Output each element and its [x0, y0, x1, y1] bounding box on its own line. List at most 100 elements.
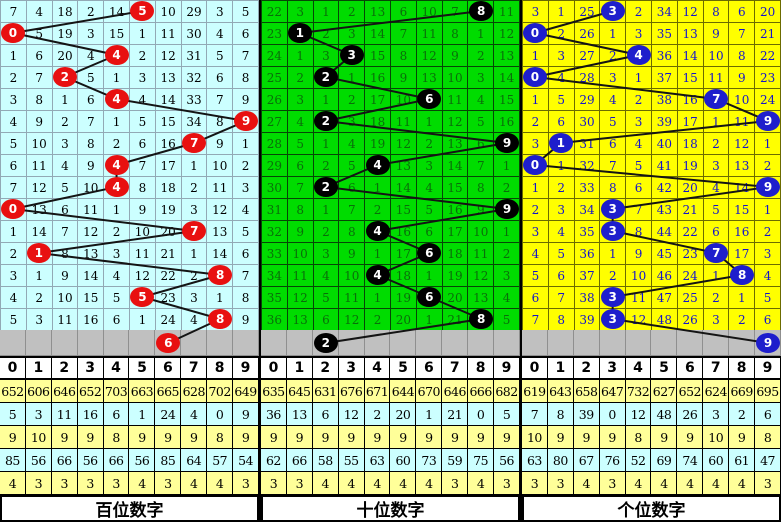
grid-cell: 8 [339, 221, 366, 243]
stats-cell: 624 [703, 380, 730, 403]
grid-cell: 3 [523, 1, 549, 23]
grid-cell: 12 [442, 111, 469, 133]
grid-cell: 2 [233, 155, 259, 177]
stats-cell: 74 [677, 449, 704, 472]
grid-cell: 38 [651, 89, 678, 111]
stats-table-tens: 635 645 631 676 671 644 670 646 666 682 36 13 6 12 2 20… [261, 380, 520, 495]
grid-cell: 9 [468, 199, 495, 221]
miss-count-grid: 22 3 1 2 13 6 10 7 11 23 2 3 14 7 11 8 1 12 24 1 3 15 8 12 9 2 13 2… [261, 0, 520, 331]
grid-cell: 10 [703, 45, 730, 67]
panel-tens: 22 3 1 2 13 6 10 7 11 23 2 3 14 7 11 8 1 12 24 1 3 15 8 12 9 2 13 2… [261, 0, 520, 522]
grid-cell: 6 [26, 45, 53, 67]
header-cell: 6 [416, 358, 443, 378]
stats-cell: 6 [312, 403, 339, 426]
grid-cell: 2 [468, 45, 495, 67]
grid-cell: 6 [600, 133, 627, 155]
gray-cell [522, 330, 548, 356]
grid-cell: 1 [548, 1, 575, 23]
grid-cell: 3 [548, 45, 575, 67]
grid-cell: 1 [181, 155, 208, 177]
grid-cell: 8 [207, 111, 234, 133]
stats-cell: 3 [25, 472, 52, 495]
gray-cell [494, 330, 520, 356]
stats-cell: 9 [442, 426, 469, 449]
gray-cell [181, 330, 208, 356]
grid-cell: 11 [494, 1, 520, 23]
stats-cell: 644 [390, 380, 417, 403]
stats-cell: 36 [261, 403, 287, 426]
grid-cell: 9 [129, 199, 156, 221]
header-cell: 9 [233, 358, 259, 378]
stats-cell: 3 [103, 472, 130, 495]
grid-cell: 43 [651, 199, 678, 221]
grid-cell: 35 [651, 23, 678, 45]
hit-circle: 2 [313, 111, 338, 131]
grid-cell: 3 [468, 67, 495, 89]
grid-cell: 19 [677, 155, 704, 177]
stats-cell: 3 [755, 472, 781, 495]
grid-cell: 8 [600, 177, 627, 199]
grid-cell: 29 [262, 155, 288, 177]
grid-cell: 21 [442, 309, 469, 331]
gray-cell [233, 330, 259, 356]
header-cell: 3 [78, 358, 104, 378]
header-cell: 4 [104, 358, 130, 378]
grid-cell: 20 [52, 45, 79, 67]
grid-cell: 2 [104, 221, 130, 243]
grid-cell: 32 [574, 155, 601, 177]
gray-cell [625, 330, 652, 356]
grid-cell: 30 [262, 177, 288, 199]
grid-cell: 24 [677, 265, 704, 287]
header-cell: 8 [207, 358, 234, 378]
grid-cell: 6 [755, 309, 781, 331]
grid-cell: 6 [548, 111, 575, 133]
header-cell: 0 [522, 358, 548, 378]
grid-cell: 15 [729, 199, 756, 221]
grid-cell: 15 [390, 199, 417, 221]
grid-cell: 11 [703, 67, 730, 89]
grid-cell: 2 [755, 221, 781, 243]
grid-cell: 2 [494, 177, 520, 199]
grid-cell: 3 [548, 199, 575, 221]
stats-cell: 4 [390, 472, 417, 495]
grid-cell: 5 [703, 199, 730, 221]
stats-row: 9 10 9 9 8 9 9 9 8 9 [0, 426, 259, 449]
grid-cell: 7 [1, 177, 27, 199]
hit-circle: 8 [469, 309, 494, 329]
stats-cell: 0 [207, 403, 234, 426]
header-cell: 0 [0, 358, 26, 378]
grid-cell: 17 [390, 243, 417, 265]
stats-cell: 682 [494, 380, 520, 403]
stats-row: 10 9 9 9 8 9 9 10 9 8 [522, 426, 781, 449]
grid-cell: 1 [416, 309, 443, 331]
grid-cell: 17 [155, 155, 182, 177]
grid-cell: 11 [626, 287, 652, 309]
stats-cell: 4 [651, 472, 678, 495]
grid-cell: 4 [233, 199, 259, 221]
header-cell: 1 [548, 358, 574, 378]
stats-cell: 4 [703, 472, 730, 495]
grid-cell: 7 [729, 23, 756, 45]
grid-cell: 1 [703, 265, 730, 287]
stats-cell: 69 [651, 449, 678, 472]
grid-cell: 1 [365, 287, 391, 309]
grid-cell: 5 [600, 111, 627, 133]
stats-cell: 9 [312, 426, 339, 449]
grid-cell: 2 [181, 265, 208, 287]
stats-cell: 61 [729, 449, 756, 472]
stats-cell: 9 [338, 426, 365, 449]
grid-cell: 2 [494, 243, 520, 265]
grid-cell: 37 [574, 265, 601, 287]
hit-circle: 4 [365, 221, 390, 241]
stats-cell: 10 [25, 426, 52, 449]
hit-circle: 3 [600, 199, 625, 219]
header-cell: 6 [155, 358, 182, 378]
grid-cell: 9 [78, 155, 105, 177]
grid-cell: 1 [207, 287, 234, 309]
grid-cell: 2 [626, 89, 652, 111]
grid-cell: 16 [78, 309, 105, 331]
gray-cell [729, 330, 756, 356]
grid-cell: 13 [677, 23, 704, 45]
grid-cell: 7 [339, 199, 366, 221]
